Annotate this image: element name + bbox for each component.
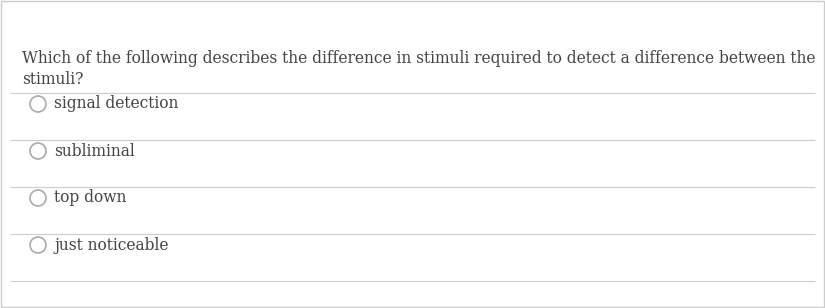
- Text: Which of the following describes the difference in stimuli required to detect a : Which of the following describes the dif…: [22, 50, 815, 67]
- Text: top down: top down: [54, 189, 126, 206]
- Text: stimuli?: stimuli?: [22, 71, 83, 88]
- Text: subliminal: subliminal: [54, 143, 134, 160]
- Text: just noticeable: just noticeable: [54, 237, 168, 253]
- Text: signal detection: signal detection: [54, 95, 178, 112]
